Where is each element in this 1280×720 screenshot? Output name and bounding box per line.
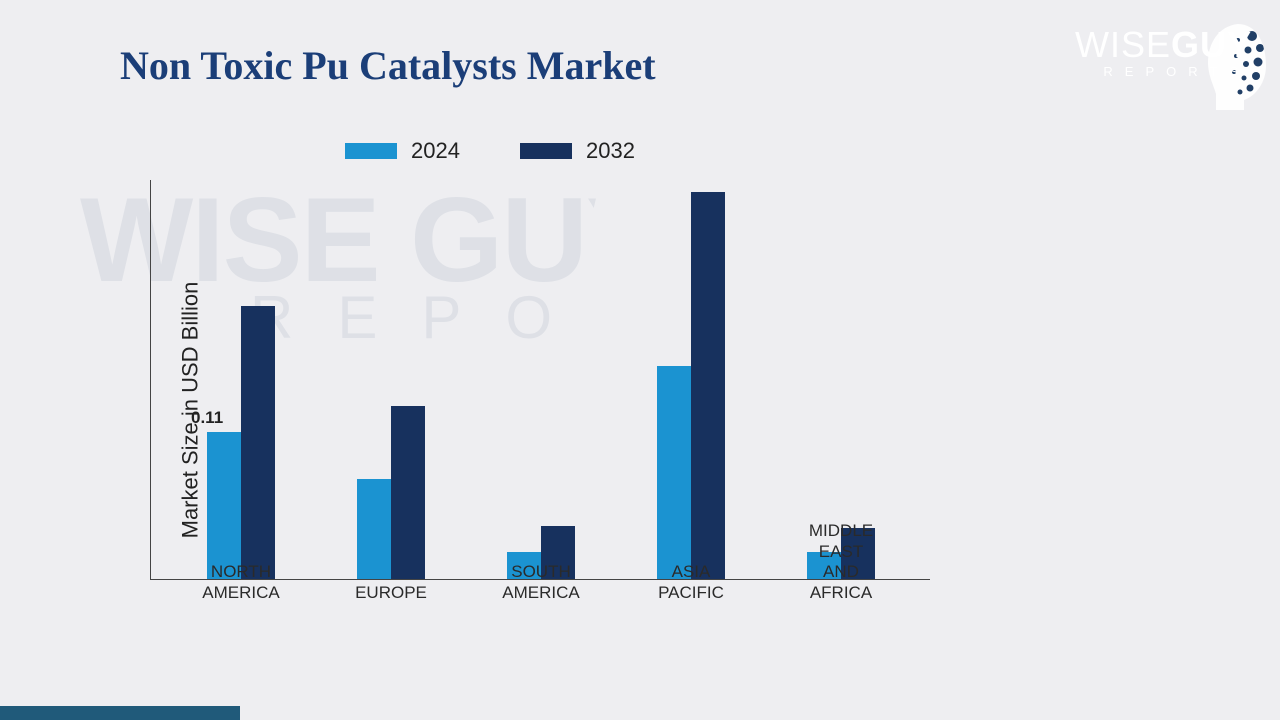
legend-swatch-2032 bbox=[520, 143, 572, 159]
bar-y2032 bbox=[241, 306, 275, 579]
bar-y2024 bbox=[207, 432, 241, 579]
legend-item-2032: 2032 bbox=[520, 138, 635, 164]
bar-value-label: 0.11 bbox=[191, 408, 223, 428]
bar-y2032 bbox=[391, 406, 425, 579]
bar-y2032 bbox=[691, 192, 725, 579]
chart: Market Size in USD Billion 2024 2032 NOR… bbox=[40, 130, 940, 690]
bottom-accent-bar bbox=[0, 706, 240, 720]
legend-swatch-2024 bbox=[345, 143, 397, 159]
legend-label-2032: 2032 bbox=[586, 138, 635, 164]
plot-area: NORTHAMERICA0.11 EUROPE SOUTHAMERICA ASIAPA… bbox=[150, 180, 930, 580]
brand-logo-main: WISEGUY bbox=[1075, 24, 1252, 66]
page-root: WISEGUY REPORTS Non Toxic Pu Catalysts M… bbox=[0, 0, 1280, 720]
brand-logo-word2: GUY bbox=[1171, 24, 1252, 65]
bar-group: NORTHAMERICA bbox=[181, 306, 301, 579]
bar-group: MIDDLEEASTANDAFRICA bbox=[781, 528, 901, 579]
chart-title: Non Toxic Pu Catalysts Market bbox=[120, 42, 656, 89]
category-label: SOUTHAMERICA bbox=[476, 562, 606, 603]
bar-group: EUROPE bbox=[331, 406, 451, 579]
legend: 2024 2032 bbox=[40, 138, 940, 164]
plot-inner: NORTHAMERICA0.11 EUROPE SOUTHAMERICA ASIAPA… bbox=[151, 180, 930, 579]
brand-logo-sub: REPORTS bbox=[1075, 64, 1252, 79]
brand-logo: WISEGUY REPORTS bbox=[1075, 24, 1252, 79]
category-label: MIDDLEEASTANDAFRICA bbox=[776, 521, 906, 603]
bar-group: SOUTHAMERICA bbox=[481, 526, 601, 579]
category-label: ASIAPACIFIC bbox=[626, 562, 756, 603]
category-label: NORTHAMERICA bbox=[176, 562, 306, 603]
bar-y2024 bbox=[357, 479, 391, 579]
category-label: EUROPE bbox=[326, 583, 456, 603]
legend-item-2024: 2024 bbox=[345, 138, 460, 164]
bar-group: ASIAPACIFIC bbox=[631, 192, 751, 579]
brand-logo-word1: WISE bbox=[1075, 24, 1171, 65]
bar-y2024 bbox=[657, 366, 691, 579]
legend-label-2024: 2024 bbox=[411, 138, 460, 164]
